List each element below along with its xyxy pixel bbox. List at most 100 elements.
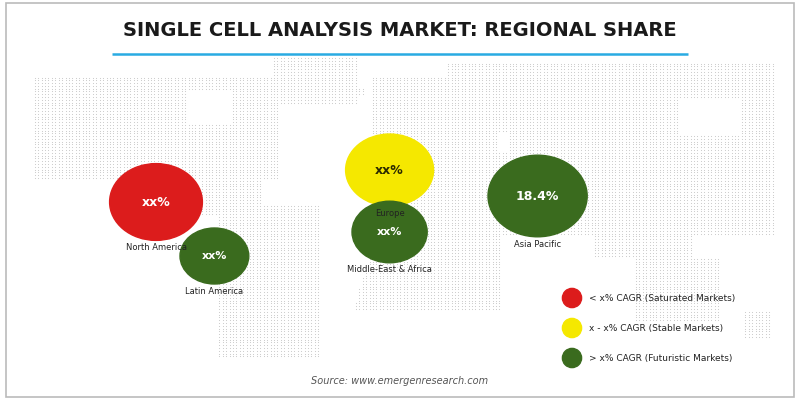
Point [650,267,663,273]
Point [363,275,376,282]
Point [633,94,646,100]
Point [240,272,253,279]
Point [267,242,280,248]
Point [264,236,277,242]
Point [237,300,250,307]
Point [643,150,656,156]
Point [206,138,219,145]
Point [271,91,284,98]
Point [762,122,775,128]
Point [247,200,260,206]
Point [312,317,325,323]
Point [749,150,762,156]
Point [107,86,120,92]
Point [431,242,444,248]
Point [56,80,69,86]
Point [674,91,686,98]
Point [660,74,673,81]
Point [155,155,168,162]
Point [100,116,113,122]
Point [558,225,570,231]
Point [387,264,400,270]
Point [422,91,434,98]
Point [196,155,209,162]
Point [585,200,598,206]
Point [261,228,274,234]
Point [551,152,564,159]
Point [230,214,242,220]
Point [609,69,622,75]
Point [702,256,714,262]
Point [394,169,406,176]
Point [422,303,434,310]
Point [466,272,478,279]
Point [169,122,182,128]
Point [462,161,475,167]
Point [114,166,126,173]
Point [493,164,506,170]
Point [90,100,102,106]
Point [213,203,226,209]
Point [452,124,465,131]
Point [469,83,482,89]
Point [479,97,492,103]
Point [582,222,594,228]
Point [422,178,434,184]
Point [407,83,420,89]
Point [544,63,557,70]
Point [285,331,298,337]
Point [213,292,226,298]
Point [613,228,626,234]
Point [575,130,588,136]
Point [640,74,653,81]
Point [442,208,454,214]
Point [148,169,161,176]
Point [524,136,537,142]
Point [479,186,492,192]
Point [589,216,602,223]
Point [288,74,301,81]
Point [425,105,438,112]
Point [312,100,325,106]
Point [216,242,229,248]
Point [547,136,560,142]
Point [387,286,400,293]
Point [486,300,499,307]
Point [749,63,762,70]
Point [762,91,775,98]
Point [452,292,465,298]
Point [384,216,397,223]
Point [756,175,769,181]
Point [240,138,253,145]
Point [458,228,471,234]
Point [374,303,386,310]
Point [398,105,410,112]
Point [646,214,659,220]
Point [234,342,246,348]
Point [759,197,772,204]
Point [172,141,185,148]
Point [544,194,557,201]
Point [226,289,239,296]
Point [267,295,280,301]
Point [544,124,557,131]
Point [425,178,438,184]
Point [35,88,48,95]
Point [589,236,602,242]
Point [643,122,656,128]
Point [59,136,72,142]
Point [244,325,257,332]
Point [267,320,280,326]
Point [302,60,314,67]
Point [377,102,390,109]
Point [678,295,690,301]
Point [613,214,626,220]
Point [547,180,560,187]
Point [589,253,602,259]
Point [70,147,82,153]
Point [298,80,311,86]
Point [42,116,55,122]
Point [756,331,769,337]
Point [476,295,489,301]
Point [404,91,417,98]
